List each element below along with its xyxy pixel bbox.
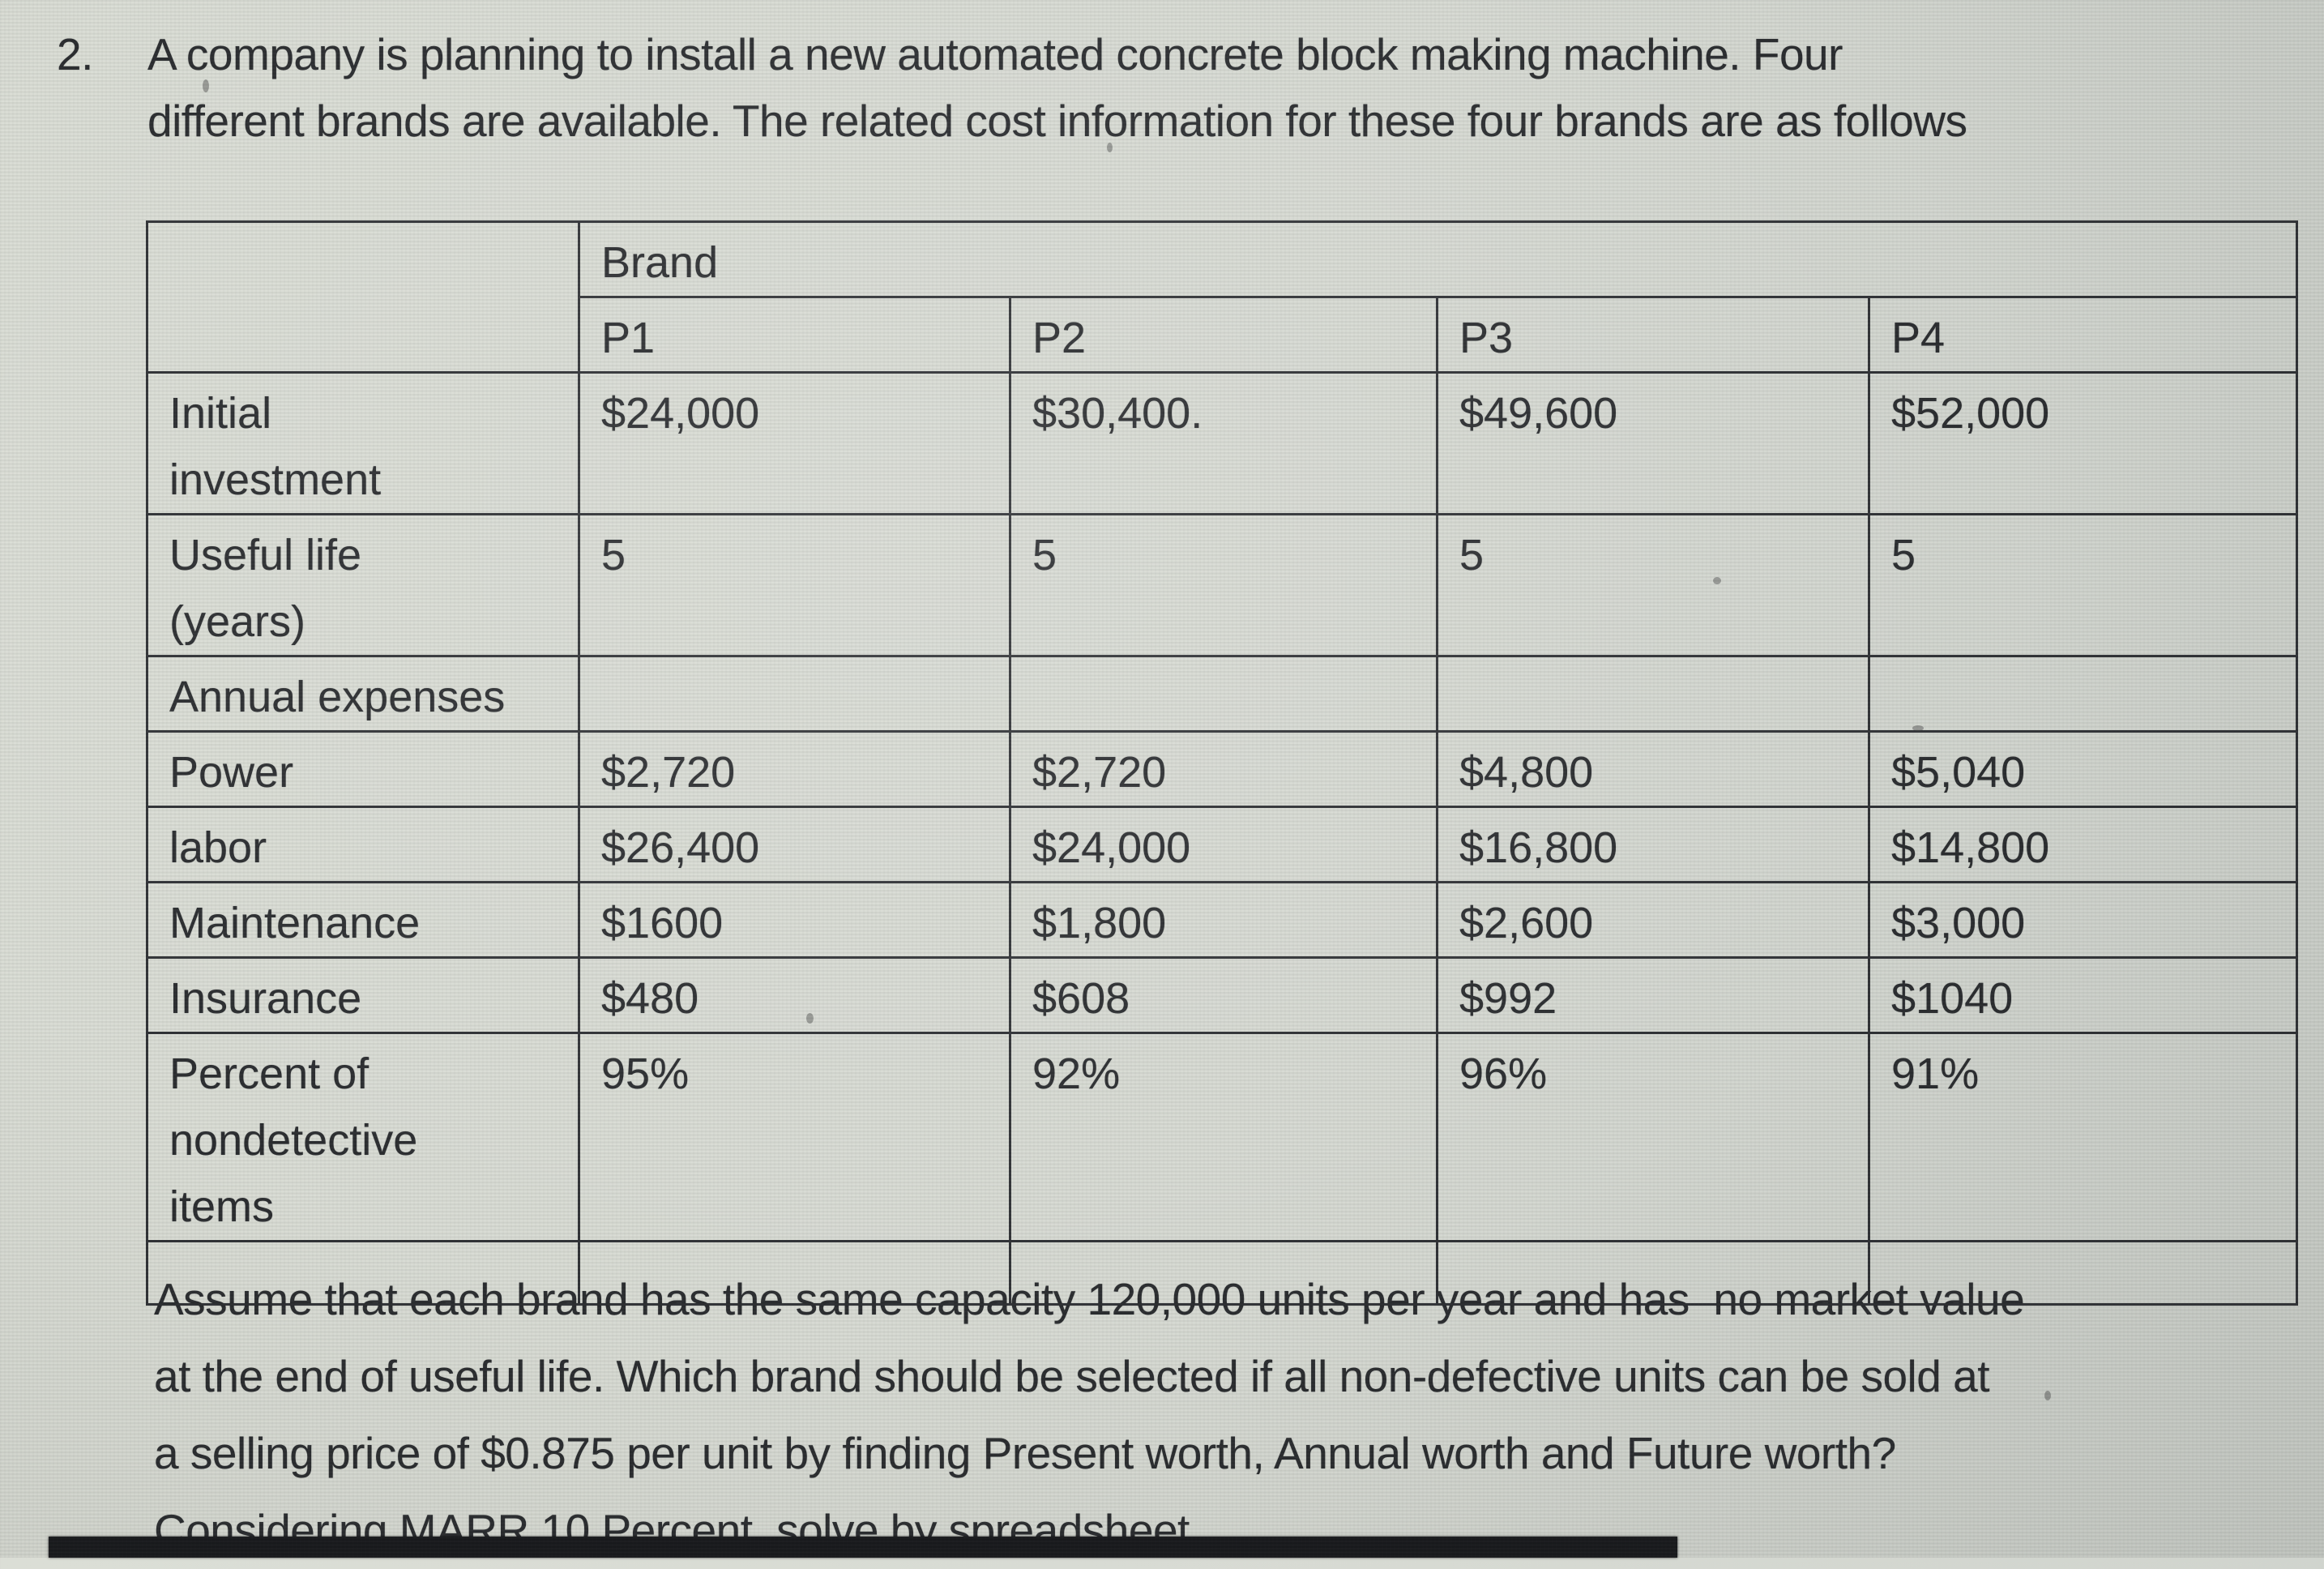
value-cell: $1600 — [578, 881, 1011, 959]
value-cell: $4,800 — [1436, 730, 1870, 808]
value-cell: $16,800 — [1436, 806, 1870, 883]
value-cell — [1436, 1240, 1870, 1306]
value-cell: 5 — [1436, 513, 1870, 657]
table-row: Annual expenses — [146, 655, 2299, 733]
row-label: Useful life (years) — [146, 513, 580, 657]
row-label: Insurance — [146, 956, 580, 1034]
value-cell: $3,000 — [1867, 881, 2299, 959]
table-header: Brand P1 P2 P3 P4 — [146, 220, 2299, 374]
value-cell: $24,000 — [1009, 806, 1438, 883]
dust-speck — [203, 79, 209, 92]
value-cell — [1867, 655, 2299, 733]
row-label: Annual expenses — [146, 655, 580, 733]
question-line-2: at the end of useful life. Which brand s… — [154, 1351, 1990, 1401]
problem-statement: A company is planning to install a new a… — [147, 21, 1967, 154]
column-header-P3: P3 — [1436, 296, 1870, 374]
dust-speck — [1912, 725, 1924, 731]
table-row: Maintenance $1600 $1,800 $2,600 $3,000 — [146, 881, 2299, 959]
row-label: Power — [146, 730, 580, 808]
value-cell: $608 — [1009, 956, 1438, 1034]
photo-edge-dark-bar — [49, 1537, 1677, 1558]
row-label: Maintenance — [146, 881, 580, 959]
value-cell: $1,800 — [1009, 881, 1438, 959]
value-cell — [1009, 655, 1438, 733]
value-cell: 5 — [1867, 513, 2299, 657]
value-cell: $1040 — [1867, 956, 2299, 1034]
value-cell: $5,040 — [1867, 730, 2299, 808]
problem-number: 2. — [57, 29, 93, 79]
column-header-P1: P1 — [578, 296, 1011, 374]
table-row: labor $26,400 $24,000 $16,800 $14,800 — [146, 806, 2299, 883]
table-row: Insurance $480 $608 $992 $1040 — [146, 956, 2299, 1034]
value-cell: $2,720 — [1009, 730, 1438, 808]
problem-statement-line-2: different brands are available. The rela… — [147, 96, 1967, 146]
question-line-1: Assume that each brand has the same capa… — [154, 1274, 2025, 1324]
value-cell: 91% — [1867, 1032, 2299, 1242]
value-cell — [578, 1240, 1011, 1306]
question-line-4: Considering MARR 10 Percent, solve by sp… — [154, 1505, 1202, 1555]
value-cell: $480 — [578, 956, 1011, 1034]
value-cell: $49,600 — [1436, 371, 1870, 515]
value-cell: $30,400. — [1009, 371, 1438, 515]
table-row — [146, 1240, 2299, 1306]
brand-group-row: Brand — [146, 220, 2299, 374]
question-line-3: a selling price of $0.875 per unit by fi… — [154, 1428, 1896, 1478]
value-cell — [578, 655, 1011, 733]
row-label: Initial investment — [146, 371, 580, 515]
row-label — [146, 1240, 580, 1306]
value-cell: $26,400 — [578, 806, 1011, 883]
cost-information-table: Brand P1 P2 P3 P4 Initial investment $24,000… — [146, 220, 2299, 1306]
brand-group-header: Brand — [577, 220, 2299, 298]
row-label: Percent of nondetective items — [146, 1032, 580, 1242]
brand-columns-row: P1 P2 P3 P4 — [147, 296, 2299, 374]
value-cell: $52,000 — [1867, 371, 2299, 515]
row-label: labor — [146, 806, 580, 883]
value-cell: 92% — [1009, 1032, 1438, 1242]
corner-cell — [146, 220, 580, 374]
table-row: Percent of nondetective items 95% 92% 96% 91… — [146, 1032, 2299, 1242]
value-cell — [1009, 1240, 1438, 1306]
question-paragraph: Assume that each brand has the same capa… — [154, 1261, 2025, 1569]
value-cell: $24,000 — [578, 371, 1011, 515]
table-row: Power $2,720 $2,720 $4,800 $5,040 — [146, 730, 2299, 808]
value-cell — [1867, 1240, 2299, 1306]
value-cell: $2,600 — [1436, 881, 1870, 959]
value-cell: 95% — [578, 1032, 1011, 1242]
dust-speck — [2044, 1391, 2051, 1400]
column-header-P2: P2 — [1009, 296, 1438, 374]
column-header-P4: P4 — [1867, 296, 2299, 374]
dust-speck — [806, 1013, 814, 1024]
dust-speck — [1107, 143, 1113, 152]
value-cell — [1436, 655, 1870, 733]
problem-statement-line-1: A company is planning to install a new a… — [147, 29, 1843, 79]
table-body: Initial investment $24,000 $30,400. $49,600… — [146, 371, 2299, 1306]
value-cell: $992 — [1436, 956, 1870, 1034]
table-row: Useful life (years) 5 5 5 5 — [146, 513, 2299, 657]
dust-speck — [1713, 577, 1721, 584]
value-cell: $2,720 — [578, 730, 1011, 808]
value-cell: 5 — [578, 513, 1011, 657]
value-cell: 5 — [1009, 513, 1438, 657]
value-cell: 96% — [1436, 1032, 1870, 1242]
table-row: Initial investment $24,000 $30,400. $49,600… — [146, 371, 2299, 515]
value-cell: $14,800 — [1867, 806, 2299, 883]
